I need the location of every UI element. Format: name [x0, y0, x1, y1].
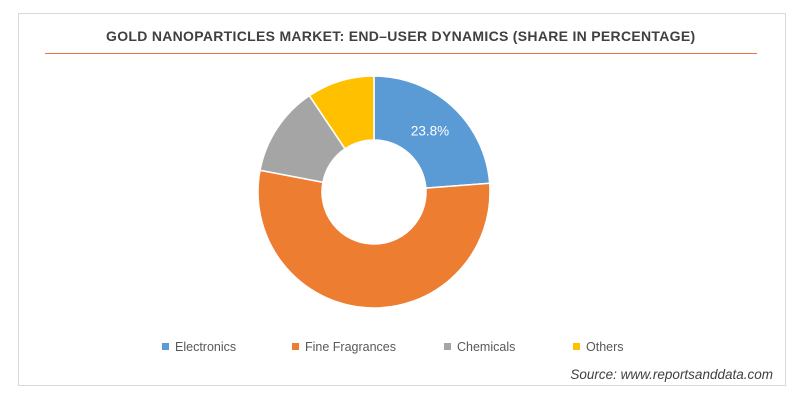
- svg-text:23.8%: 23.8%: [411, 124, 449, 139]
